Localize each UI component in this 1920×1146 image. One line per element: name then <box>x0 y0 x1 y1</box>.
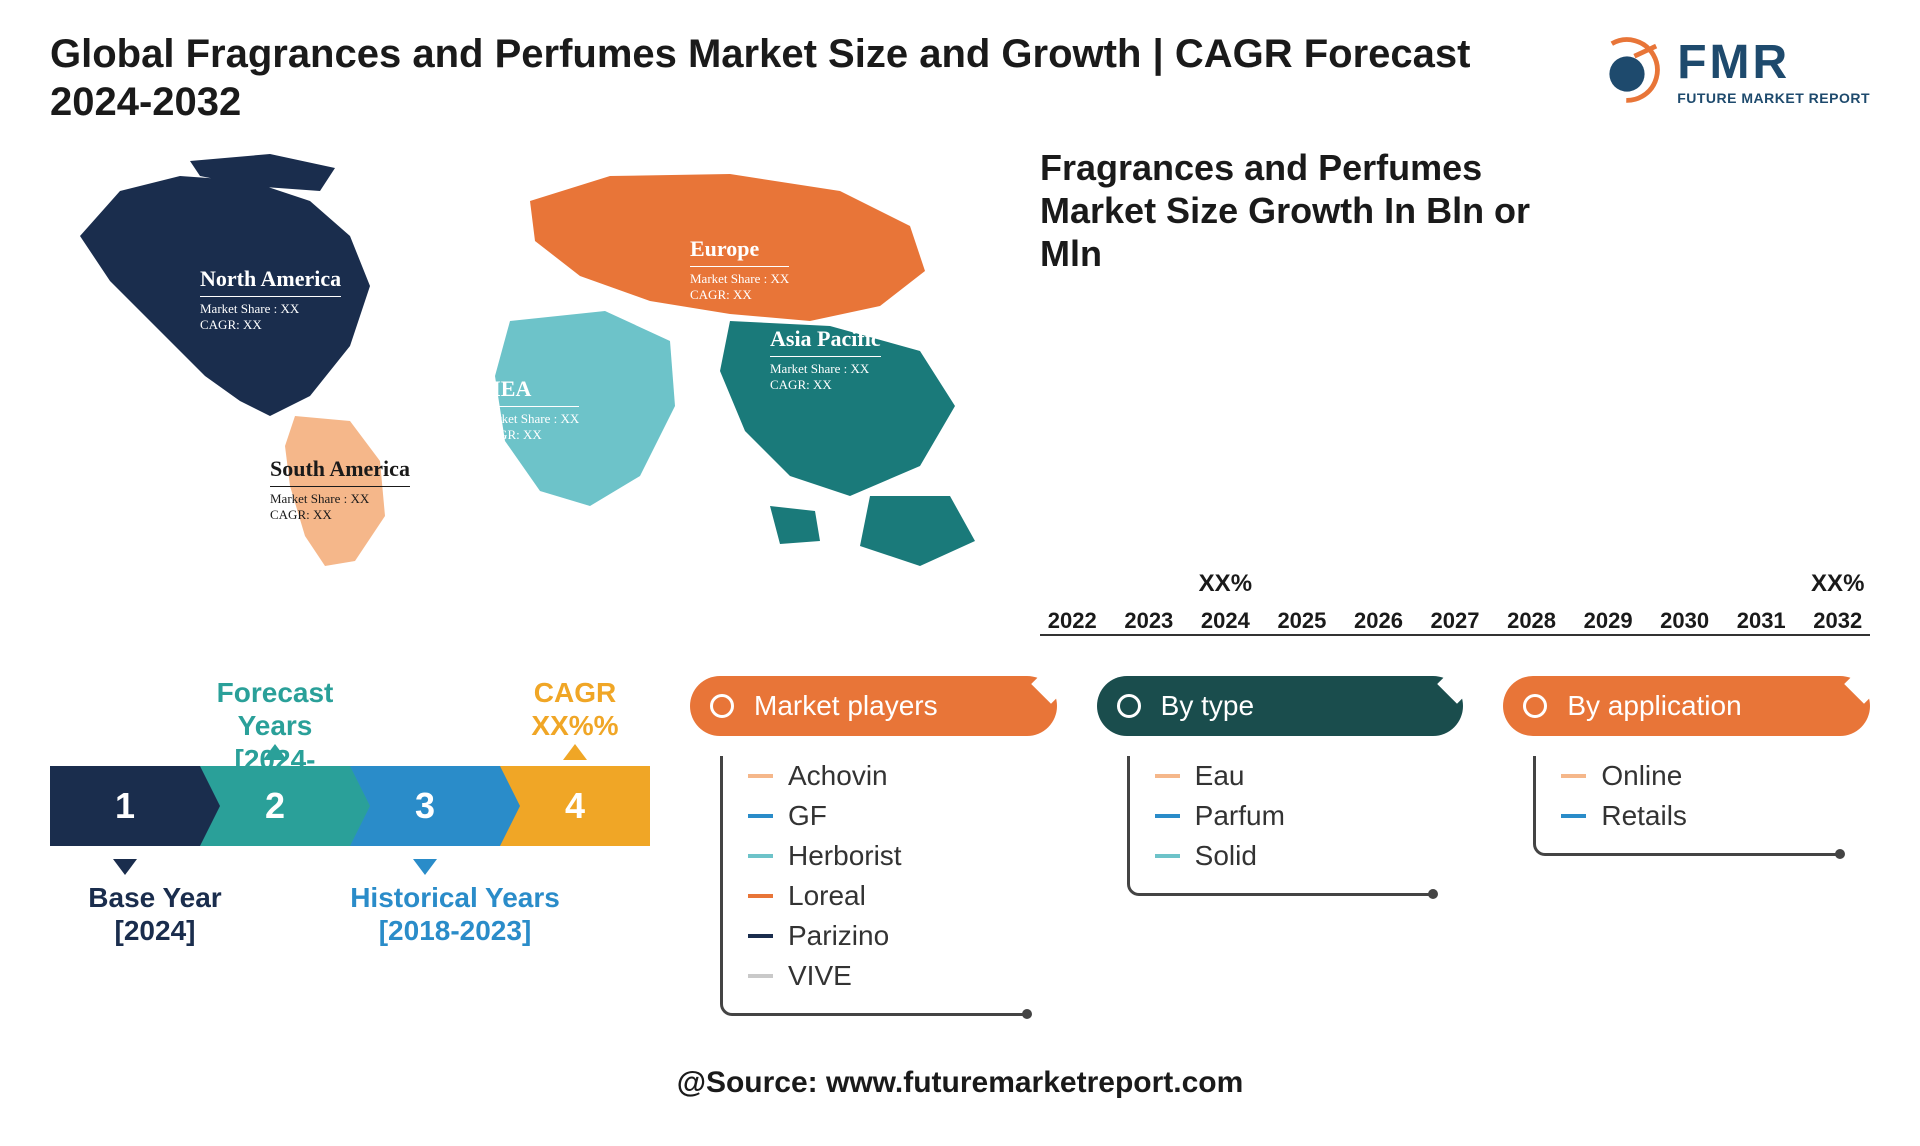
chart-title: Fragrances and Perfumes Market Size Grow… <box>1040 146 1540 276</box>
timeline-bar: 1234 <box>50 766 650 846</box>
timeline-segment: 1 <box>50 766 200 846</box>
category-item: VIVE <box>748 956 1057 996</box>
bar: 2027 <box>1423 600 1488 634</box>
timeline: Forecast Years[2024-2032]CAGRXX%% 1234 B… <box>50 676 650 956</box>
page-title: Global Fragrances and Perfumes Market Si… <box>50 30 1550 126</box>
timeline-bottom-label: Historical Years[2018-2023] <box>350 881 560 948</box>
timeline-segment: 2 <box>200 766 350 846</box>
timeline-top-label: CAGRXX%% <box>500 676 650 743</box>
fmr-logo-icon <box>1587 30 1667 110</box>
category-item: Herborist <box>748 836 1057 876</box>
header: Global Fragrances and Perfumes Market Si… <box>50 30 1870 126</box>
bar: 2026 <box>1346 600 1411 634</box>
category-item: Retails <box>1561 796 1870 836</box>
bar: 2022 <box>1040 600 1105 634</box>
chart-bars: 2022 2023 XX%2024 2025 2026 2027 2028 2029 2030 2… <box>1040 296 1870 636</box>
region-label: North AmericaMarket Share : XXCAGR: XX <box>200 266 341 333</box>
category-pill: Market players <box>690 676 1057 736</box>
category-column: Market players AchovinGFHerboristLorealP… <box>690 676 1057 1016</box>
region-label: South AmericaMarket Share : XXCAGR: XX <box>270 456 410 523</box>
category-list: OnlineRetails <box>1533 756 1870 836</box>
logo: FMR FUTURE MARKET REPORT <box>1587 30 1870 110</box>
timeline-segment: 4 <box>500 766 650 846</box>
category-item: Achovin <box>748 756 1057 796</box>
source-attribution: @Source: www.futuremarketreport.com <box>50 1066 1870 1100</box>
bar: 2031 <box>1729 600 1794 634</box>
top-row: North AmericaMarket Share : XXCAGR: XX So… <box>50 146 1870 636</box>
category-item: GF <box>748 796 1057 836</box>
bar: XX%2024 <box>1193 600 1258 634</box>
category-list: AchovinGFHerboristLorealParizinoVIVE <box>720 756 1057 996</box>
category-column: By type EauParfumSolid <box>1097 676 1464 1016</box>
category-pill: By type <box>1097 676 1464 736</box>
category-item: Parfum <box>1155 796 1464 836</box>
region-label: EuropeMarket Share : XXCAGR: XX <box>690 236 789 303</box>
bottom-row: Forecast Years[2024-2032]CAGRXX%% 1234 B… <box>50 676 1870 1016</box>
category-list: EauParfumSolid <box>1127 756 1464 876</box>
category-pill: By application <box>1503 676 1870 736</box>
category-item: Solid <box>1155 836 1464 876</box>
bar: 2023 <box>1117 600 1182 634</box>
bar: 2030 <box>1652 600 1717 634</box>
bar: XX%2032 <box>1805 600 1870 634</box>
logo-text-sub: FUTURE MARKET REPORT <box>1677 90 1870 106</box>
bar: 2025 <box>1270 600 1335 634</box>
logo-text-main: FMR <box>1677 35 1870 90</box>
category-item: Parizino <box>748 916 1057 956</box>
timeline-bottom-label: Base Year[2024] <box>50 881 260 948</box>
timeline-segment: 3 <box>350 766 500 846</box>
bar: 2028 <box>1499 600 1564 634</box>
bar-chart: Fragrances and Perfumes Market Size Grow… <box>1040 146 1870 636</box>
region-label: MEAMarket Share : XXCAGR: XX <box>480 376 579 443</box>
category-column: By application OnlineRetails <box>1503 676 1870 1016</box>
world-map: North AmericaMarket Share : XXCAGR: XX So… <box>50 146 1010 576</box>
category-item: Loreal <box>748 876 1057 916</box>
region-label: Asia PacificMarket Share : XXCAGR: XX <box>770 326 881 393</box>
category-item: Online <box>1561 756 1870 796</box>
category-item: Eau <box>1155 756 1464 796</box>
bar: 2029 <box>1576 600 1641 634</box>
